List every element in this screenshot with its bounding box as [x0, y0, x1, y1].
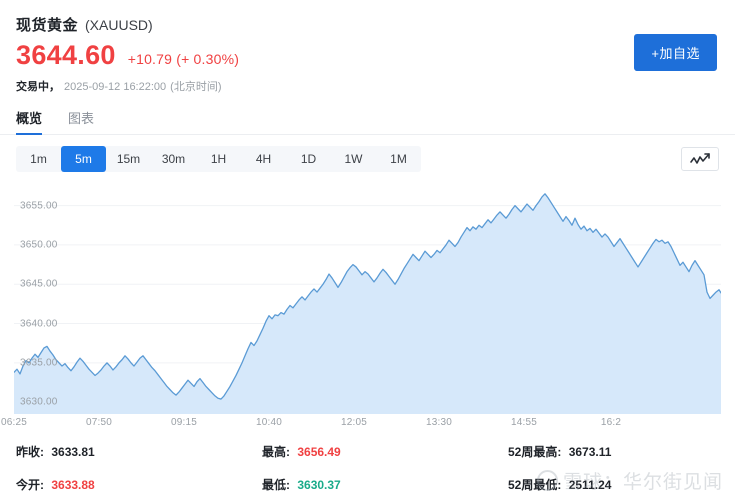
x-axis-tick: 06:25 [0, 417, 28, 428]
x-axis-tick: 13:30 [425, 417, 453, 428]
timeframe-1m[interactable]: 1m [30, 152, 47, 166]
timeframe-30m[interactable]: 30m [161, 152, 186, 166]
x-axis-tick: 16:2 [600, 417, 622, 428]
price-change: +10.79 (+ 0.30%) [127, 51, 240, 67]
price-row: 3644.60 +10.79 (+ 0.30%) [16, 42, 719, 69]
stat-open: 今开: 3633.88 [16, 476, 262, 493]
timeframe-selector: 1m 5m 15m 30m 1H 4H 1D 1W 1M [16, 146, 421, 172]
stat-value: 3656.49 [297, 445, 341, 459]
chart-container: 3655.00 3650.00 3645.00 3640.00 3635.00 3630.… [0, 182, 735, 433]
x-axis-tick: 14:55 [510, 417, 538, 428]
x-axis-tick: 12:05 [340, 417, 368, 428]
stat-52w-high: 52周最高: 3673.11 [508, 443, 719, 460]
stat-52w-low: 52周最低: 2511.24 [508, 476, 719, 493]
price-chart[interactable]: 3655.00 3650.00 3645.00 3640.00 3635.00 3630.… [14, 182, 721, 414]
last-price: 3644.60 [16, 40, 116, 70]
stat-label: 今开: [16, 478, 44, 492]
stat-value: 3633.81 [51, 445, 95, 459]
x-axis-tick: 09:15 [170, 417, 198, 428]
timeframe-1w[interactable]: 1W [344, 152, 363, 166]
timeframe-1M[interactable]: 1M [390, 152, 407, 166]
line-chart-icon [690, 153, 710, 164]
stat-high: 最高: 3656.49 [262, 443, 508, 460]
stat-label: 最低: [262, 478, 290, 492]
tab-charts[interactable]: 图表 [68, 111, 95, 126]
security-name: 现货黄金 [16, 17, 79, 34]
stat-value: 2511.24 [568, 478, 612, 492]
x-axis-labels: 06:25 07:50 09:15 10:40 12:05 13:30 14:55 16:2 [1, 415, 721, 433]
timeframe-15m[interactable]: 15m [116, 152, 141, 166]
price-line [14, 193, 721, 400]
price-area-fill [14, 193, 721, 414]
x-axis-tick: 07:50 [85, 417, 113, 428]
price-chart-svg [14, 193, 721, 414]
stat-label: 52周最低: [508, 478, 562, 492]
security-code: (XAUUSD) [85, 17, 153, 33]
stat-value: 3673.11 [568, 445, 612, 459]
stat-label: 最高: [262, 445, 290, 459]
stat-low: 最低: 3630.37 [262, 476, 508, 493]
stat-value: 3633.88 [51, 478, 95, 492]
stat-prev-close: 昨收: 3633.81 [16, 443, 262, 460]
tab-overview[interactable]: 概览 [16, 108, 43, 135]
security-title-row: 现货黄金 (XAUUSD) [16, 14, 719, 35]
x-axis-tick: 10:40 [255, 417, 283, 428]
timeframe-1h[interactable]: 1H [210, 152, 227, 166]
add-to-watchlist-button[interactable]: +加自选 [634, 34, 717, 71]
quote-header: 现货黄金 (XAUUSD) 3644.60 +10.79 (+ 0.30%) 交… [0, 0, 735, 94]
timeframe-1d[interactable]: 1D [300, 152, 317, 166]
timeframe-4h[interactable]: 4H [255, 152, 272, 166]
market-status: 交易中， [16, 81, 60, 93]
quote-timestamp: 2025-09-12 16:22:00 [64, 81, 167, 93]
quote-timezone: (北京时间) [170, 81, 222, 93]
market-status-row: 交易中， 2025-09-12 16:22:00 (北京时间) [16, 78, 719, 94]
chart-type-toggle-button[interactable] [681, 147, 719, 171]
statistics-panel: 昨收: 3633.81 最高: 3656.49 52周最高: 3673.11 今… [0, 443, 735, 493]
stat-value: 3630.37 [297, 478, 341, 492]
timeframe-5m[interactable]: 5m [61, 146, 106, 172]
tab-bar: 概览 图表 [0, 108, 735, 135]
chart-toolbar: 1m 5m 15m 30m 1H 4H 1D 1W 1M [0, 146, 735, 172]
stat-label: 昨收: [16, 445, 44, 459]
stat-label: 52周最高: [508, 445, 562, 459]
